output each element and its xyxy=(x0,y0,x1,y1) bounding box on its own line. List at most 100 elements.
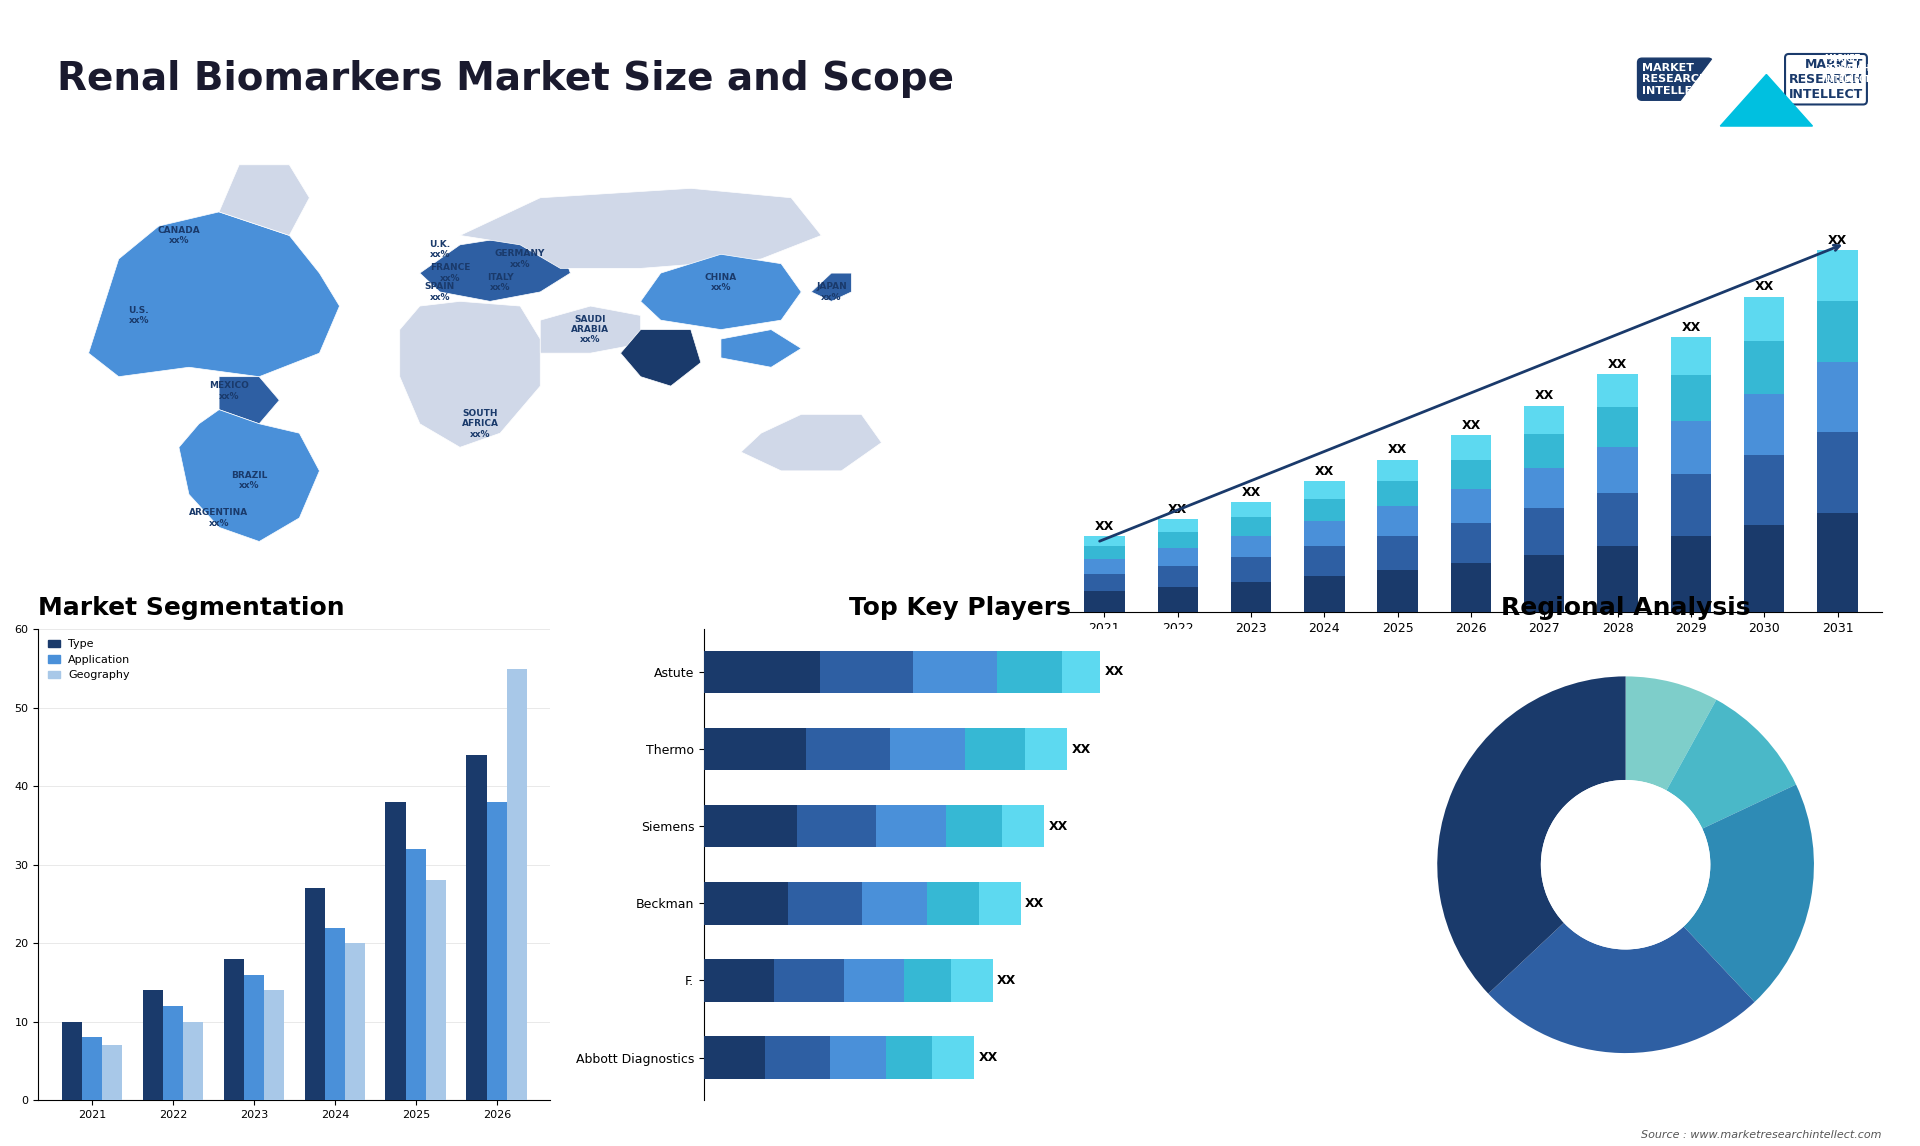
Text: FRANCE
xx%: FRANCE xx% xyxy=(430,264,470,283)
Bar xyxy=(1304,547,1344,576)
Bar xyxy=(1670,337,1711,375)
Polygon shape xyxy=(420,235,570,301)
Polygon shape xyxy=(720,330,801,367)
Bar xyxy=(142,990,163,1100)
Bar xyxy=(467,755,486,1100)
Bar xyxy=(1743,455,1784,525)
Polygon shape xyxy=(641,254,801,330)
Polygon shape xyxy=(540,306,641,353)
Text: ITALY
xx%: ITALY xx% xyxy=(488,273,513,292)
Bar xyxy=(426,880,445,1100)
Bar xyxy=(1524,468,1565,509)
Text: XX: XX xyxy=(1315,464,1334,478)
Bar xyxy=(950,959,993,1002)
Text: U.K.
xx%: U.K. xx% xyxy=(430,240,451,259)
Bar xyxy=(927,882,979,925)
Bar xyxy=(1304,481,1344,499)
Bar xyxy=(1304,499,1344,521)
Bar xyxy=(507,668,528,1100)
Polygon shape xyxy=(219,377,278,424)
Bar xyxy=(1452,489,1492,524)
Polygon shape xyxy=(88,212,340,377)
Polygon shape xyxy=(461,188,822,268)
Bar xyxy=(996,651,1062,693)
Bar xyxy=(705,882,787,925)
Bar xyxy=(705,959,774,1002)
Polygon shape xyxy=(1720,74,1812,126)
Wedge shape xyxy=(1667,700,1795,829)
Bar xyxy=(1670,536,1711,612)
Bar xyxy=(904,959,950,1002)
Bar xyxy=(1158,519,1198,532)
Bar xyxy=(787,882,862,925)
Text: MARKET
RESEARCH
INTELLECT: MARKET RESEARCH INTELLECT xyxy=(1642,63,1709,96)
Bar xyxy=(1158,587,1198,612)
Text: MARKET
RESEARCH
INTELLECT: MARKET RESEARCH INTELLECT xyxy=(1789,57,1862,101)
Wedge shape xyxy=(1626,676,1716,791)
Bar xyxy=(1597,407,1638,447)
Bar xyxy=(1597,494,1638,547)
Text: Renal Biomarkers Market Size and Scope: Renal Biomarkers Market Size and Scope xyxy=(58,61,954,99)
Bar xyxy=(806,728,891,770)
Bar xyxy=(1670,474,1711,536)
Bar xyxy=(1085,574,1125,591)
Wedge shape xyxy=(1438,676,1626,994)
Text: U.S.
xx%: U.S. xx% xyxy=(129,306,150,325)
Bar xyxy=(705,804,797,847)
Bar xyxy=(914,651,996,693)
Bar xyxy=(1062,651,1100,693)
Polygon shape xyxy=(219,165,309,235)
Bar xyxy=(265,990,284,1100)
Text: XX: XX xyxy=(1242,486,1261,499)
Polygon shape xyxy=(741,415,881,471)
Text: MEXICO
xx%: MEXICO xx% xyxy=(209,382,250,400)
Bar xyxy=(1743,297,1784,342)
Bar xyxy=(1231,502,1271,517)
Bar xyxy=(1231,517,1271,536)
Wedge shape xyxy=(1684,785,1814,1002)
Bar xyxy=(885,1036,931,1078)
Bar xyxy=(1597,547,1638,612)
Bar xyxy=(1158,532,1198,548)
Bar xyxy=(1818,362,1859,432)
Bar xyxy=(979,882,1021,925)
Bar xyxy=(486,802,507,1100)
Text: XX: XX xyxy=(1682,321,1701,333)
Bar xyxy=(324,927,346,1100)
Bar xyxy=(843,959,904,1002)
Legend: Type, Application, Geography: Type, Application, Geography xyxy=(44,635,134,685)
Bar xyxy=(1158,565,1198,587)
Bar xyxy=(1452,435,1492,460)
Text: GERMANY
xx%: GERMANY xx% xyxy=(495,250,545,268)
Bar xyxy=(61,1022,83,1100)
Text: XX: XX xyxy=(1609,358,1628,370)
Wedge shape xyxy=(1488,923,1755,1053)
Bar xyxy=(1304,576,1344,612)
Bar xyxy=(1377,507,1417,536)
Text: Market Segmentation: Market Segmentation xyxy=(38,596,346,620)
Bar xyxy=(797,804,876,847)
Text: Source : www.marketresearchintellect.com: Source : www.marketresearchintellect.com xyxy=(1642,1130,1882,1140)
Bar xyxy=(1231,536,1271,557)
Bar xyxy=(1377,481,1417,507)
Text: XX: XX xyxy=(1094,519,1114,533)
Text: MARKET
RESEARCH
INTELLECT: MARKET RESEARCH INTELLECT xyxy=(1824,54,1870,84)
Polygon shape xyxy=(1663,34,1801,126)
Bar xyxy=(346,943,365,1100)
Bar xyxy=(964,728,1025,770)
Bar xyxy=(1818,250,1859,300)
Bar xyxy=(1597,447,1638,494)
Bar xyxy=(891,728,964,770)
Bar xyxy=(1743,342,1784,394)
Bar xyxy=(1743,394,1784,455)
Text: XX: XX xyxy=(1534,390,1553,402)
Bar xyxy=(876,804,947,847)
Text: BRAZIL
xx%: BRAZIL xx% xyxy=(230,471,267,490)
Bar xyxy=(182,1022,204,1100)
Bar xyxy=(931,1036,973,1078)
Polygon shape xyxy=(179,409,319,542)
Text: XX: XX xyxy=(1104,666,1123,678)
Bar xyxy=(1818,300,1859,362)
Bar xyxy=(820,651,914,693)
Text: XX: XX xyxy=(1461,419,1480,432)
